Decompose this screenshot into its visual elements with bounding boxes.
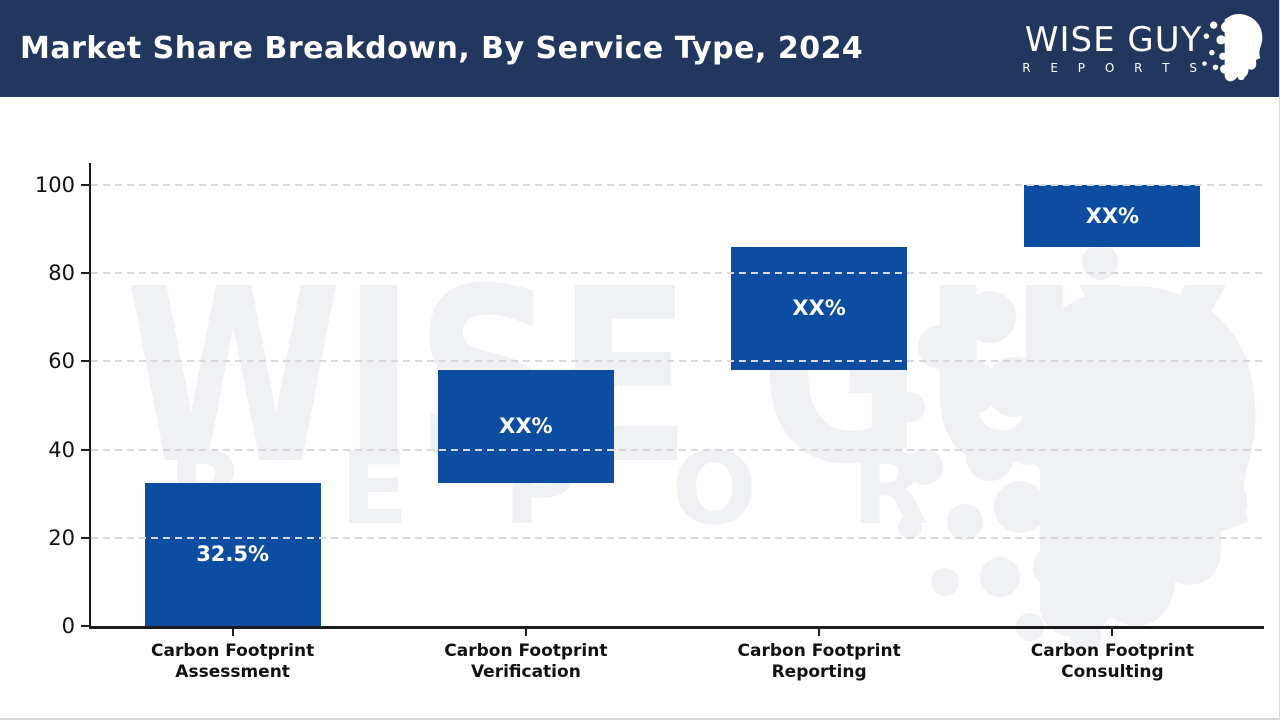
header: Market Share Breakdown, By Service Type,… [0,0,1279,97]
y-tick [81,360,89,363]
logo-wordmark: WISE GUY R E P O R T S [1022,23,1205,75]
y-tick [81,184,89,187]
x-category-line: Carbon Footprint [1030,641,1194,661]
x-tick [818,629,821,636]
x-category-line: Carbon Footprint [737,641,901,661]
y-tick [81,625,89,627]
x-category-label: Carbon Footprint Verification [366,641,686,683]
bar-segment: 32.5% [144,482,321,626]
x-category-line: Assessment [175,662,290,682]
gridline [91,536,1264,539]
brand-logo: WISE GUY R E P O R T S [1022,10,1265,88]
y-tick-label: 80 [48,261,75,286]
bar-segment: XX% [437,370,614,483]
y-tick-label: 40 [48,437,75,462]
bar-value-label: XX% [499,414,553,439]
x-category-line: Carbon Footprint [151,641,315,661]
y-tick [81,448,89,451]
x-category-label: Carbon Footprint Assessment [73,641,393,683]
x-category-line: Verification [470,662,581,682]
gridline [91,360,1264,363]
bar-value-label: 32.5% [196,542,270,567]
plot: 32.5% Carbon Footprint Assessment XX% Carbon… [35,163,1264,682]
y-tick-label: 0 [61,614,75,638]
y-tick-label: 20 [48,525,75,550]
bar-value-label: XX% [792,296,846,321]
watermark-head-icon [850,244,1256,653]
x-category-line: Consulting [1061,662,1164,682]
logo-name: WISE GUY [1024,19,1203,60]
chart-area: WISE GUY REPORTS 32.5% Carbon Footprint As… [0,97,1280,718]
y-tick [81,536,89,539]
x-tick [1111,629,1114,636]
bar-segment: XX% [731,246,908,371]
y-tick-label: 60 [48,349,75,374]
bar-segment: XX% [1024,185,1201,247]
x-tick [524,629,527,636]
gridline [91,448,1264,451]
x-category-line: Reporting [771,662,867,682]
x-category-label: Carbon Footprint Consulting [952,641,1272,683]
x-category-label: Carbon Footprint Reporting [659,641,979,683]
y-tick-label: 100 [34,173,75,198]
x-tick [231,629,234,636]
y-tick [81,272,89,275]
gridline [91,272,1264,275]
logo-head-icon [1202,13,1263,81]
x-category-line: Carbon Footprint [444,641,608,661]
gridline [91,184,1264,187]
bar-value-label: XX% [1085,203,1140,228]
logo-subtitle: R E P O R T S [1022,60,1205,75]
page-title: Market Share Breakdown, By Service Type,… [20,31,864,66]
